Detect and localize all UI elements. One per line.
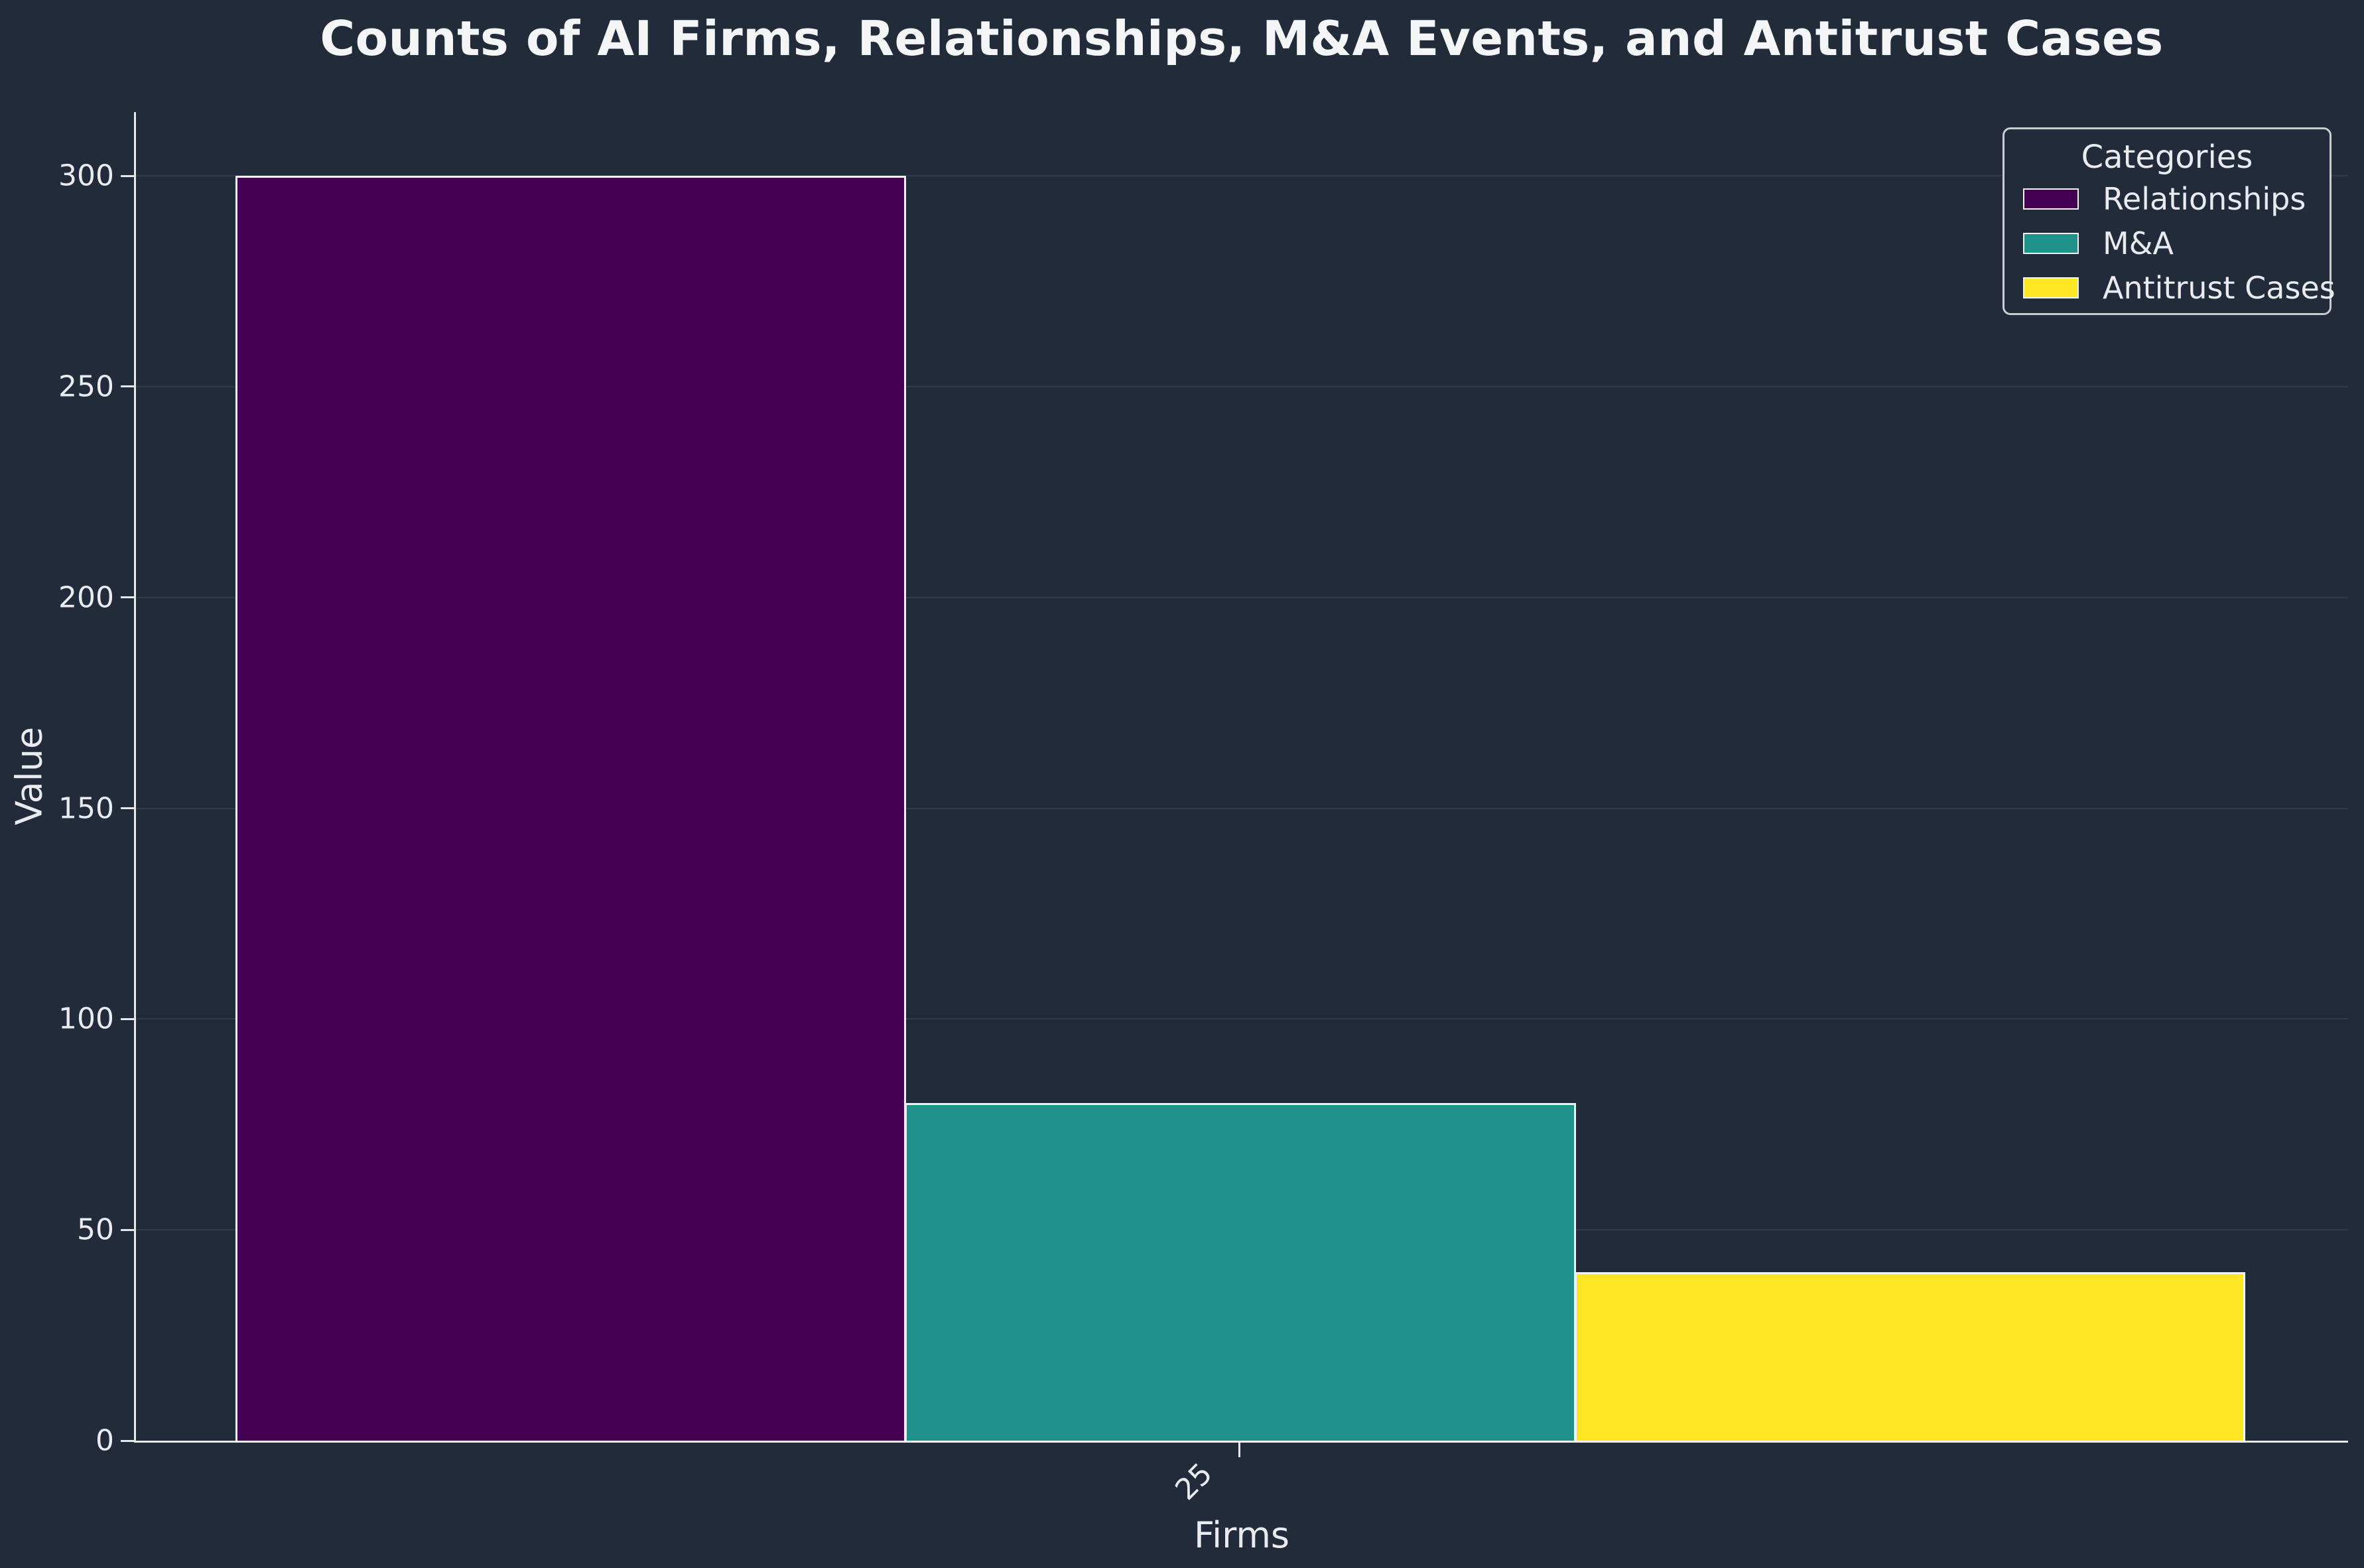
y-tick-mark-100 (121, 1017, 134, 1020)
legend-title: Categories (2081, 139, 2253, 176)
legend-item-relationships: Relationships (2015, 177, 2319, 221)
bar-relationships (235, 176, 907, 1443)
y-tick-label-100: 100 (58, 1002, 114, 1036)
legend-label: M&A (2103, 226, 2174, 261)
y-tick-mark-300 (121, 174, 134, 177)
y-tick-label-200: 200 (58, 580, 114, 615)
y-tick-mark-50 (121, 1228, 134, 1231)
y-tick-label-0: 0 (96, 1423, 114, 1458)
y-tick-label-50: 50 (77, 1212, 114, 1247)
y-tick-label-300: 300 (58, 159, 114, 193)
gridline-y-250 (136, 385, 2348, 387)
gridline-y-200 (136, 596, 2348, 598)
y-tick-label-250: 250 (58, 369, 114, 404)
legend-swatch-antitrust-cases (2023, 277, 2079, 298)
y-tick-mark-150 (121, 807, 134, 809)
y-tick-mark-0 (121, 1439, 134, 1442)
gridline-y-100 (136, 1018, 2348, 1020)
chart-title: Counts of AI Firms, Relationships, M&A E… (320, 11, 2164, 66)
legend-label: Relationships (2103, 181, 2306, 217)
gridline-y-300 (136, 175, 2348, 176)
x-axis-label: Firms (1193, 1514, 1290, 1556)
y-tick-label-150: 150 (58, 791, 114, 825)
legend-swatch-m-a (2023, 233, 2079, 254)
legend-label: Antitrust Cases (2103, 270, 2335, 306)
gridline-y-150 (136, 807, 2348, 809)
bar-antitrust-cases (1574, 1272, 2245, 1443)
x-tick-mark (1238, 1443, 1240, 1457)
y-axis-label: Value (8, 726, 50, 826)
legend: Categories Relationships M&A Antitrust Cas… (2003, 127, 2335, 315)
bar-m-a (905, 1103, 1576, 1443)
y-tick-mark-250 (121, 385, 134, 388)
legend-swatch-relationships (2023, 188, 2079, 210)
legend-item-m-a: M&A (2015, 222, 2319, 265)
y-axis-spine (134, 112, 136, 1443)
y-tick-mark-200 (121, 596, 134, 599)
legend-item-antitrust-cases: Antitrust Cases (2015, 266, 2335, 310)
x-tick-label: 25 (1169, 1457, 1219, 1507)
